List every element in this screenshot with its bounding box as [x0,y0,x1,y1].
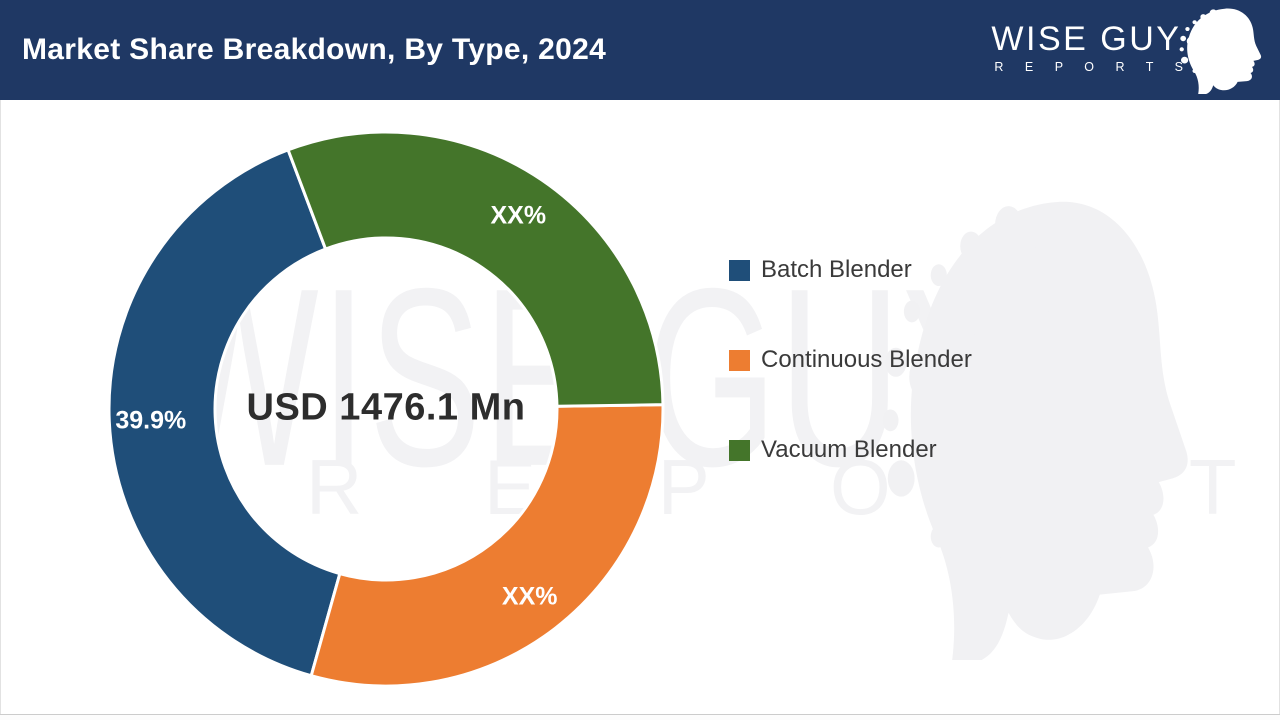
donut-segment-batch-blender [107,148,342,678]
legend-item-continuous-blender: Continuous Blender [729,345,972,375]
slice-percentage-label: 39.9% [115,406,186,434]
logo-wordmark: WISE GUY [991,20,1182,59]
donut-chart: 39.9% XX% XX% [107,130,665,688]
legend-item-batch-blender: Batch Blender [729,255,972,285]
slice-percentage-label: XX% [502,583,558,611]
legend-label: Batch Blender [761,256,912,283]
donut-segment-vacuum-blender [286,130,665,408]
legend-label: Continuous Blender [761,346,972,373]
wise-guy-logo: WISE GUY R E P O R T S [991,0,1262,100]
slice-percentage-label: XX% [491,201,547,229]
legend-label: Vacuum Blender [761,436,937,463]
chart-area: WISE GUY R E P O R T S 39.9%XX%XX% USD 1… [0,100,1280,714]
header-bar: Market Share Breakdown, By Type, 2024 WI… [0,0,1280,100]
donut-segment-continuous-blender [309,403,665,688]
legend-swatch-icon [729,439,750,461]
logo-text: WISE GUY R E P O R T S [991,20,1192,74]
logo-head-dots-icon [1176,6,1262,94]
legend-swatch-icon [729,259,750,281]
page-title: Market Share Breakdown, By Type, 2024 [22,33,607,66]
chart-legend: Batch Blender Continuous Blender Vacuum Bl… [729,255,972,525]
logo-subtitle: R E P O R T S [994,59,1192,74]
chart-center-value: USD 1476.1 Mn [246,386,526,429]
legend-item-vacuum-blender: Vacuum Blender [729,435,972,465]
footer-divider [0,714,1280,720]
legend-swatch-icon [729,349,750,371]
